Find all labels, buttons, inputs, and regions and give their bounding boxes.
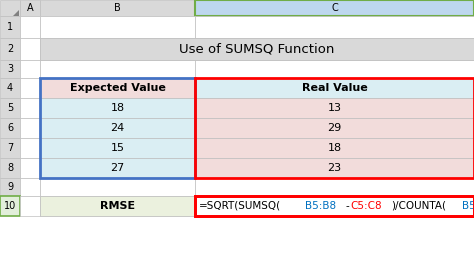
Bar — [0, 78, 20, 98]
Bar — [40, 16, 195, 38]
Bar — [0, 60, 20, 78]
Text: 2: 2 — [7, 44, 13, 54]
Text: 27: 27 — [110, 163, 125, 173]
Bar — [40, 118, 195, 138]
Text: B: B — [114, 3, 121, 13]
Bar — [195, 38, 474, 60]
Bar — [40, 196, 195, 216]
Text: 18: 18 — [328, 143, 342, 153]
Bar — [20, 38, 40, 60]
Bar — [20, 16, 40, 38]
Bar — [195, 60, 474, 78]
Text: B5:B8: B5:B8 — [305, 201, 336, 211]
Bar — [195, 118, 474, 138]
Bar — [195, 178, 474, 196]
Bar — [40, 78, 195, 98]
Bar — [20, 78, 40, 98]
Text: 5: 5 — [7, 103, 13, 113]
Bar — [40, 138, 195, 158]
Bar — [40, 0, 195, 16]
Bar — [195, 98, 474, 118]
Bar — [0, 16, 20, 38]
Text: 4: 4 — [7, 83, 13, 93]
Bar — [40, 98, 195, 118]
Bar — [40, 78, 195, 98]
Text: C5:C8: C5:C8 — [350, 201, 382, 211]
Text: 7: 7 — [7, 143, 13, 153]
Text: 13: 13 — [328, 103, 341, 113]
Bar — [195, 78, 474, 98]
Text: 10: 10 — [4, 201, 16, 211]
Bar — [195, 196, 474, 216]
Bar — [40, 158, 195, 178]
Bar — [40, 158, 195, 178]
Text: 23: 23 — [328, 163, 342, 173]
Text: 1: 1 — [7, 22, 13, 32]
Text: 15: 15 — [110, 143, 125, 153]
Text: 29: 29 — [328, 123, 342, 133]
Bar — [195, 78, 474, 178]
Text: )/COUNTA(: )/COUNTA( — [391, 201, 446, 211]
Bar — [40, 98, 195, 118]
Text: B5:B8: B5:B8 — [462, 201, 474, 211]
Bar — [20, 196, 40, 216]
Text: 3: 3 — [7, 64, 13, 74]
Text: 18: 18 — [110, 103, 125, 113]
Bar — [20, 158, 40, 178]
Bar — [0, 196, 20, 216]
Bar — [195, 0, 474, 16]
Text: Real Value: Real Value — [301, 83, 367, 93]
Bar — [195, 138, 474, 158]
Bar — [20, 178, 40, 196]
Polygon shape — [13, 10, 19, 16]
Bar — [195, 78, 474, 98]
Bar — [195, 196, 474, 216]
Text: Expected Value: Expected Value — [70, 83, 165, 93]
Text: =SQRT(SUMSQ(: =SQRT(SUMSQ( — [199, 201, 281, 211]
Bar — [0, 38, 20, 60]
Bar — [195, 158, 474, 178]
Text: C: C — [331, 3, 338, 13]
Text: 8: 8 — [7, 163, 13, 173]
Bar — [40, 196, 195, 216]
Bar — [20, 138, 40, 158]
Bar — [40, 118, 195, 138]
Bar — [195, 138, 474, 158]
Bar — [40, 38, 474, 60]
Bar — [40, 78, 195, 178]
Bar — [0, 178, 20, 196]
Bar — [0, 138, 20, 158]
Bar — [0, 0, 20, 16]
Bar — [20, 60, 40, 78]
Bar — [40, 38, 195, 60]
Bar — [195, 98, 474, 118]
Text: A: A — [27, 3, 33, 13]
Bar — [20, 0, 40, 16]
Text: RMSE: RMSE — [100, 201, 135, 211]
Text: Use of SUMSQ Function: Use of SUMSQ Function — [179, 43, 335, 55]
Bar — [195, 158, 474, 178]
Bar — [40, 138, 195, 158]
Text: 24: 24 — [110, 123, 125, 133]
Bar — [195, 196, 474, 216]
Text: -: - — [345, 201, 349, 211]
Bar — [40, 178, 195, 196]
Bar — [0, 98, 20, 118]
Text: 9: 9 — [7, 182, 13, 192]
Bar — [0, 158, 20, 178]
Bar — [20, 118, 40, 138]
Bar — [0, 118, 20, 138]
Text: 6: 6 — [7, 123, 13, 133]
Bar — [40, 60, 195, 78]
Bar — [20, 98, 40, 118]
Bar — [195, 118, 474, 138]
Bar — [195, 16, 474, 38]
